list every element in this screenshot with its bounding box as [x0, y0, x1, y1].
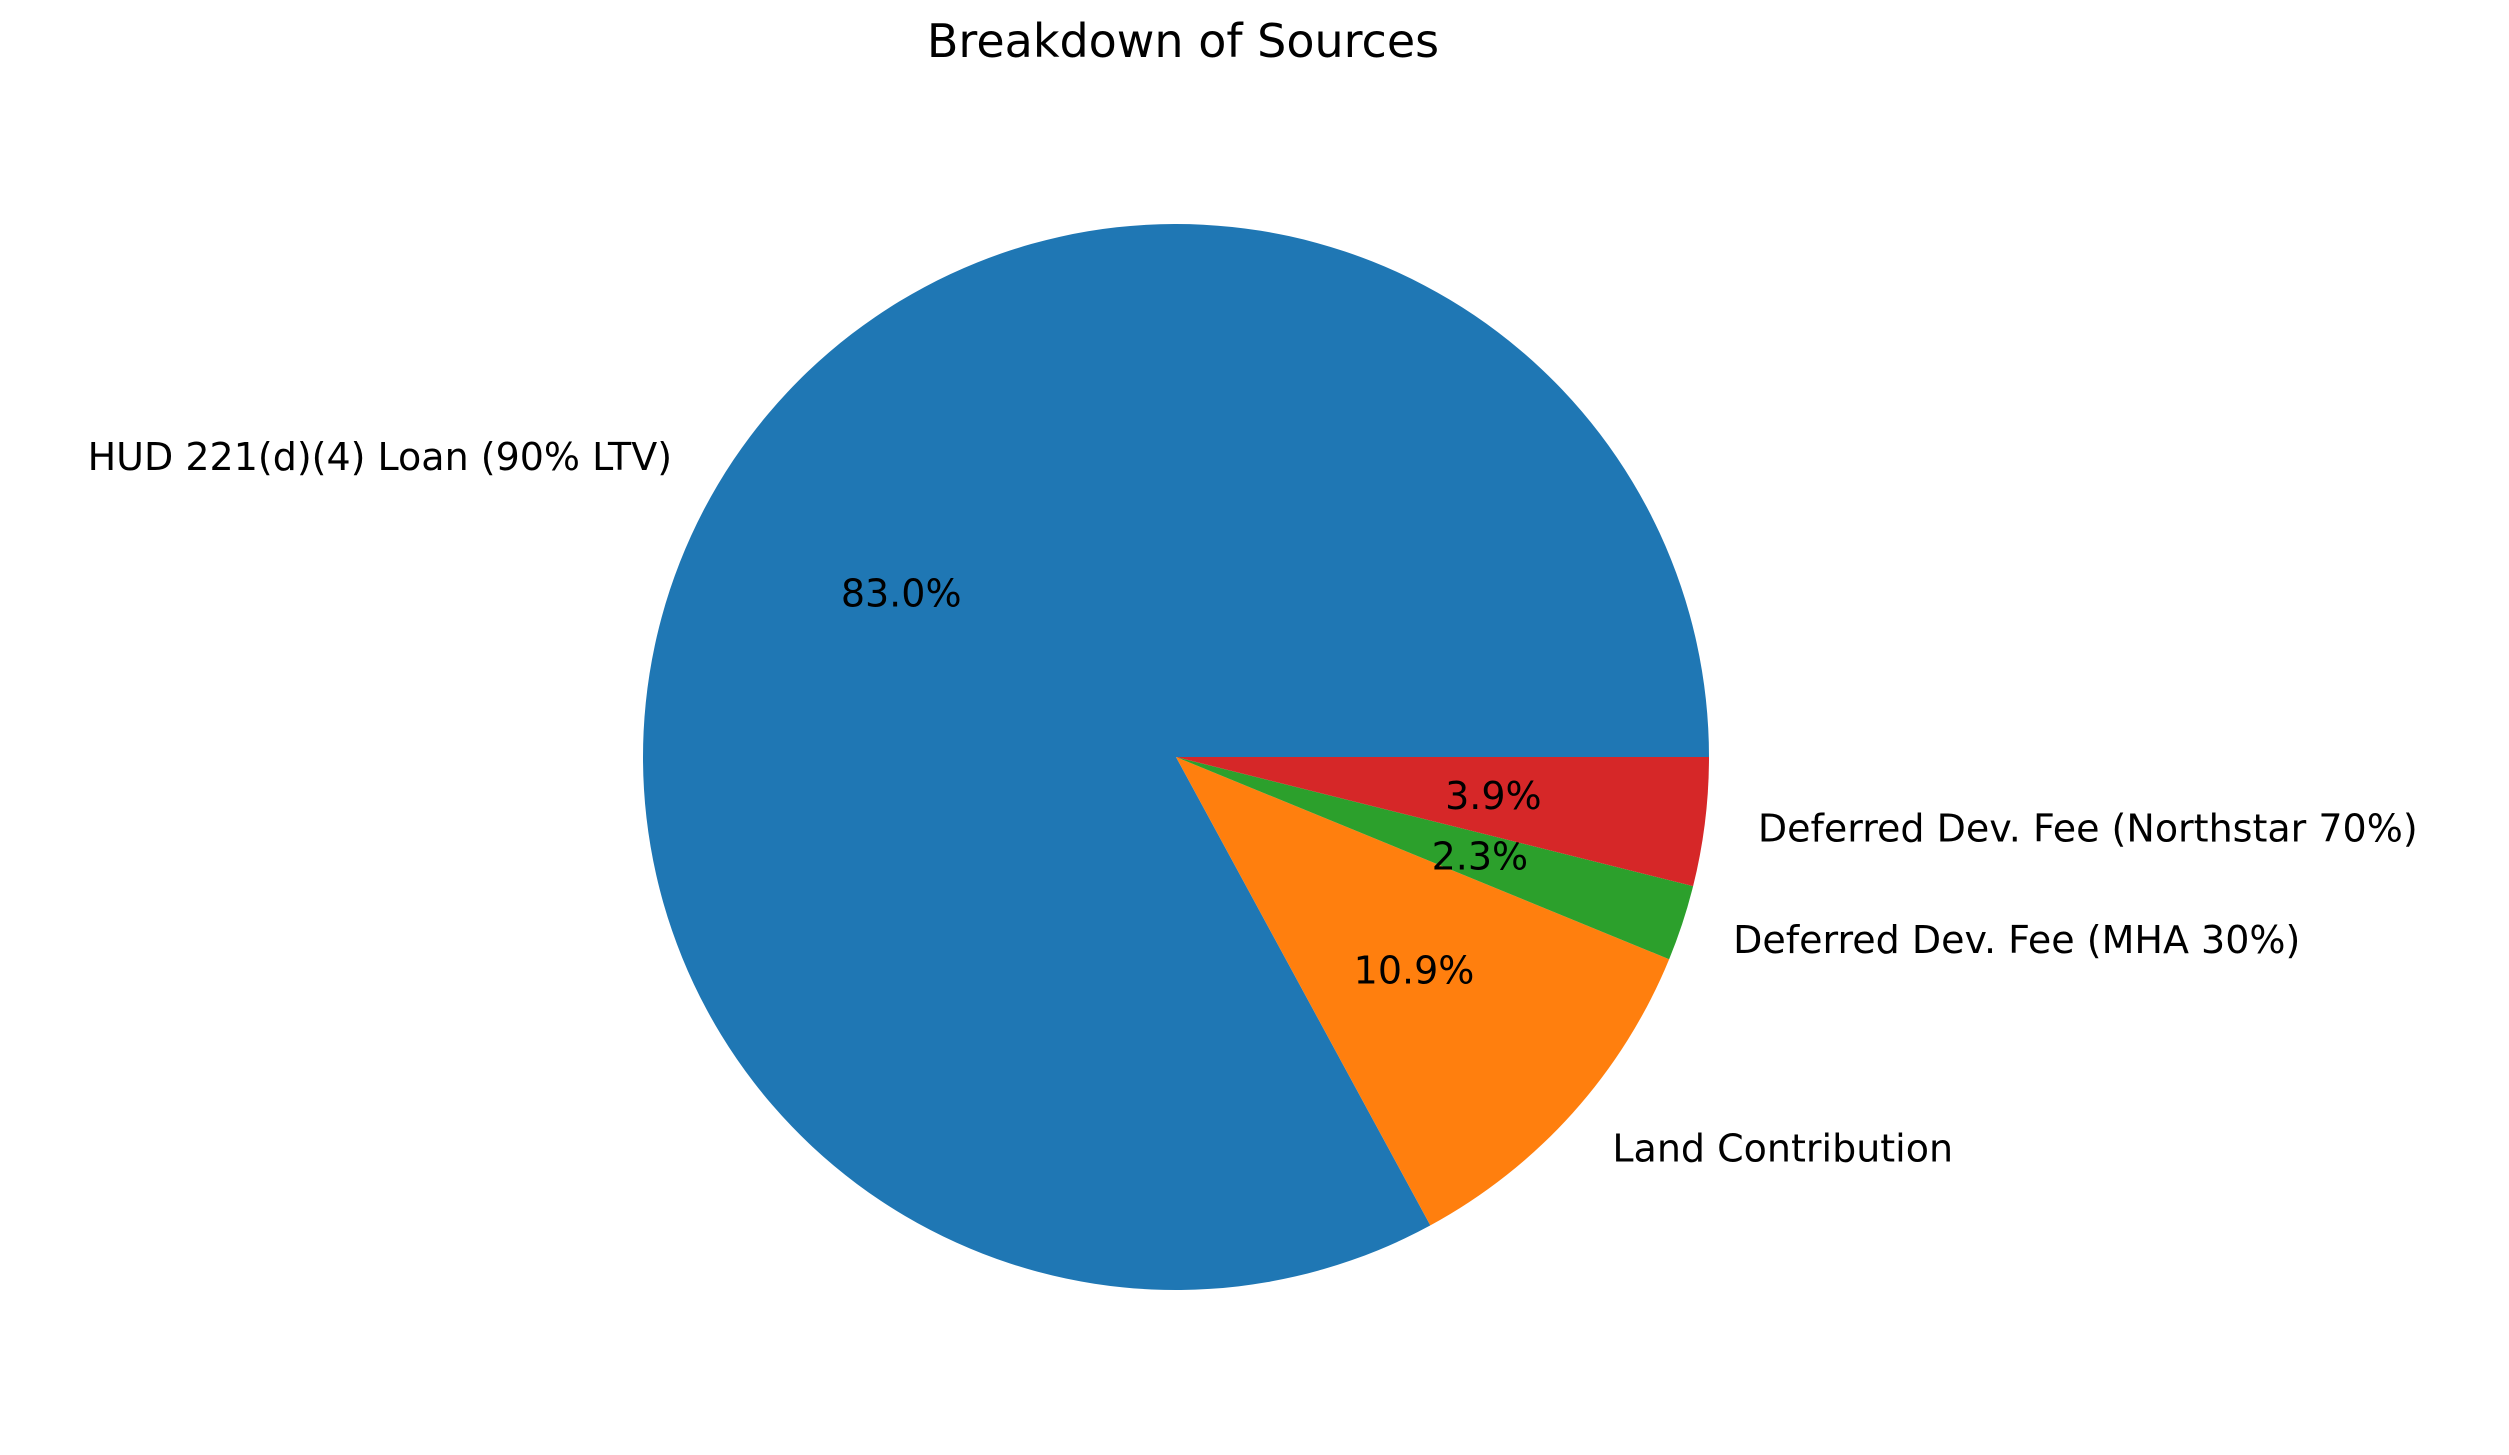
slice-pct-label-1: 83.0%: [841, 572, 962, 616]
slice-pct-label-4: 3.9%: [1445, 774, 1542, 818]
slice-pct-label-2: 10.9%: [1354, 949, 1475, 993]
slice-label-1: HUD 221(d)(4) Loan (90% LTV): [88, 435, 672, 479]
slice-label-2: Land Contribution: [1612, 1127, 1953, 1171]
pie-slice-1: [642, 223, 1709, 1290]
chart-title: Breakdown of Sources: [926, 14, 1440, 68]
pie-slice-2: [1176, 757, 1670, 1226]
slice-label-4: Deferred Dev. Fee (Northstar 70%): [1758, 807, 2418, 851]
pie-slice-4: [1176, 757, 1709, 887]
pie-slice-3: [1176, 757, 1694, 960]
slice-pct-label-3: 2.3%: [1432, 835, 1529, 879]
slice-label-3: Deferred Dev. Fee (MHA 30%): [1733, 918, 2300, 962]
